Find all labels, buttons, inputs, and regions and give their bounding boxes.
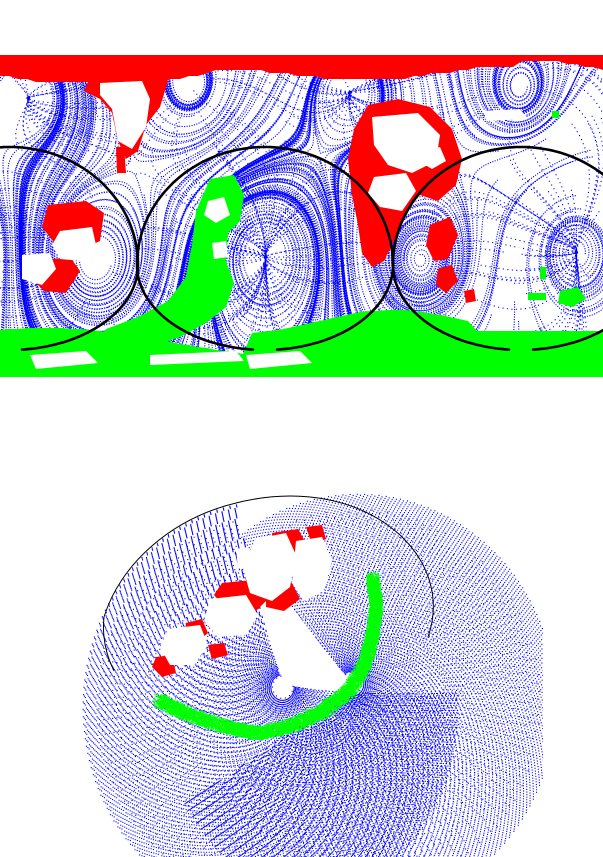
equirectangular-map-panel [0, 55, 603, 377]
south-notch [552, 111, 559, 118]
land-mask-7 [212, 241, 228, 259]
south-notch-c [528, 293, 546, 300]
globe-projection-svg [60, 415, 543, 857]
globe-projection-panel [60, 415, 543, 857]
south-notch-b [540, 267, 546, 279]
north-sliver-c [464, 289, 476, 303]
land-mask-12 [484, 109, 528, 121]
equirectangular-map-svg [0, 55, 603, 377]
